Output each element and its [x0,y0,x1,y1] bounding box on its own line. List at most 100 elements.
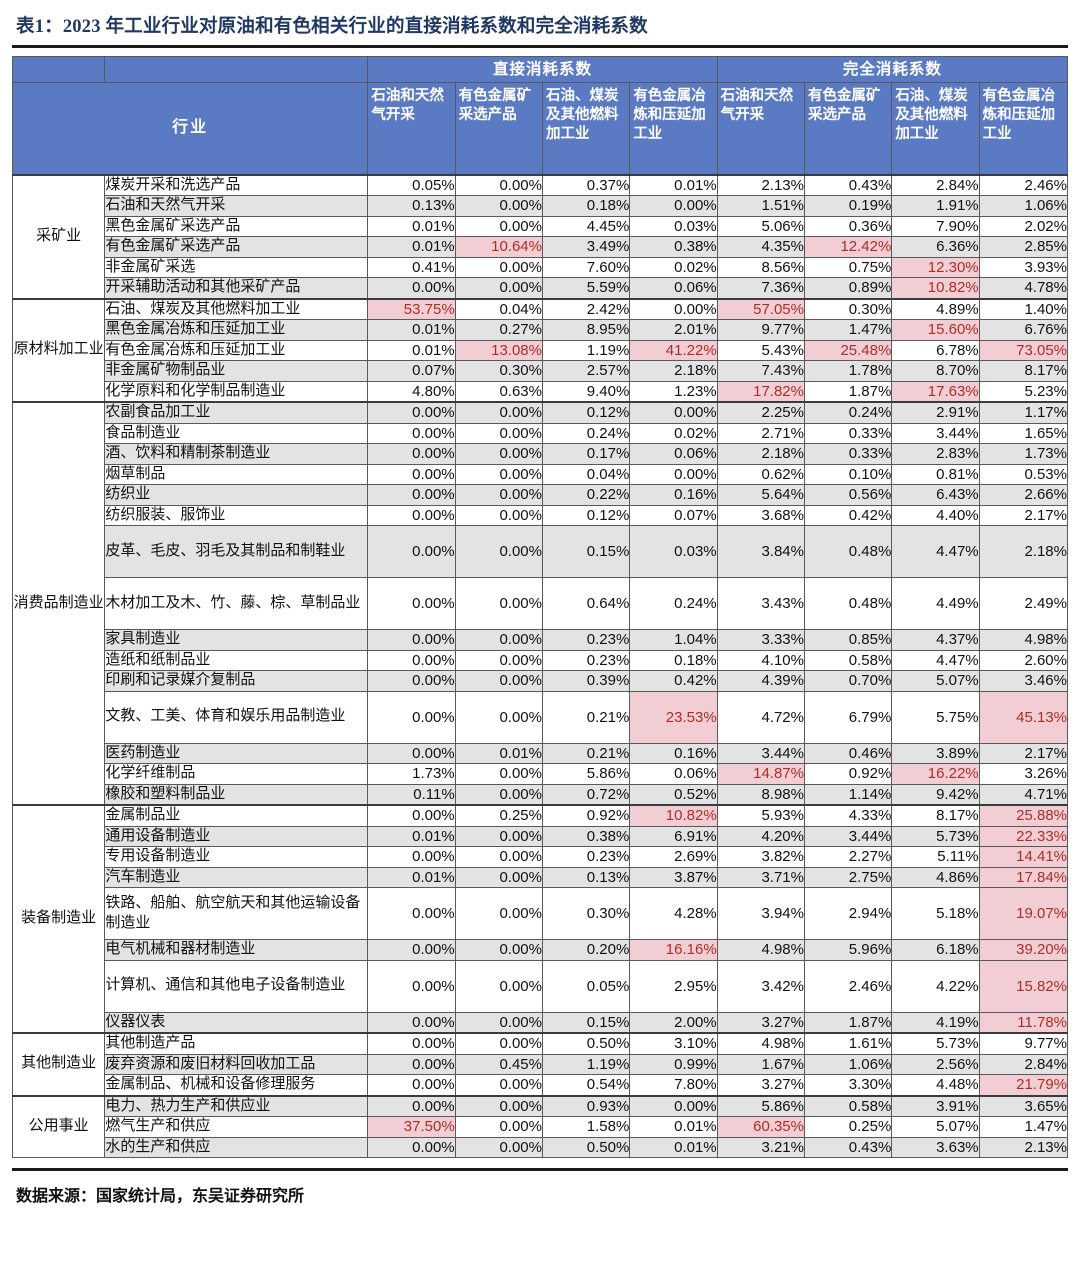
header-col-total-nonferrous-mining: 有色金属矿采选产品 [803,82,893,175]
value-cell: 1.51% [716,195,805,217]
value-cell: 3.27% [716,1074,805,1096]
value-cell: 1.04% [629,629,718,651]
value-cell-highlighted: 73.05% [978,339,1069,361]
value-cell: 0.00% [367,670,456,692]
value-cell-highlighted: 10.64% [454,236,543,258]
value-cell: 0.01% [367,825,456,847]
value-cell: 0.46% [803,742,893,764]
value-cell: 4.71% [978,783,1069,806]
value-cell: 1.47% [803,319,893,341]
industry-name-cell: 仪器仪表 [104,1011,369,1034]
value-cell-highlighted: 12.42% [803,236,893,258]
value-cell: 3.87% [629,866,718,888]
value-cell: 2.46% [978,173,1069,196]
value-cell: 0.00% [629,463,718,485]
value-cell-highlighted: 21.79% [978,1074,1069,1096]
value-cell: 3.91% [891,1094,980,1117]
value-cell-highlighted: 15.82% [978,959,1069,1013]
value-cell: 0.93% [541,1094,631,1117]
industry-name-cell: 有色金属冶炼和压延加工业 [104,339,369,361]
value-cell: 2.56% [891,1053,980,1075]
value-cell: 0.00% [454,577,543,630]
table-row: 铁路、船舶、航空航天和其他运输设备制造业 0.00% 0.00% 0.30% 4.28%… [13,887,1069,940]
value-cell: 0.00% [367,443,456,465]
value-cell: 0.00% [367,277,456,299]
value-cell: 0.00% [367,1094,456,1117]
value-cell: 4.22% [891,959,980,1013]
table-row: 公用事业 电力、热力生产和供应业 0.00% 0.00% 0.93% 0.00% 5.86%… [11,1094,1069,1158]
table-row: 消费品制造业 农副食品加工业 0.00% 0.00% 0.12% 0.00% 2.25% 0.… [11,401,1069,806]
value-cell: 0.00% [454,825,543,847]
value-cell: 0.07% [367,360,456,382]
value-cell: 0.64% [541,577,631,630]
value-cell: 4.80% [367,380,456,403]
value-cell-highlighted: 53.75% [367,297,456,320]
value-cell: 9.42% [891,783,980,806]
industry-name-cell: 医药制造业 [104,742,369,764]
value-cell: 3.27% [716,1011,805,1034]
value-cell: 5.18% [891,887,980,940]
value-cell: 4.19% [891,1011,980,1034]
value-cell: 0.12% [541,504,631,526]
value-cell-highlighted: 13.08% [454,339,543,361]
header-group-row: 直接消耗系数 完全消耗系数 [11,56,1069,83]
value-cell-highlighted: 60.35% [716,1116,805,1138]
value-cell: 2.83% [891,443,980,465]
value-cell: 8.17% [978,360,1069,382]
industry-name-cell: 废弃资源和废旧材料回收加工品 [104,1053,369,1075]
industry-name-cell: 造纸和纸制品业 [104,649,369,671]
value-cell: 3.89% [891,742,980,764]
value-cell: 0.12% [541,401,631,424]
value-cell-highlighted: 17.84% [978,866,1069,888]
value-cell: 8.70% [891,360,980,382]
value-cell: 0.00% [367,742,456,764]
value-cell: 0.00% [454,1116,543,1138]
value-cell: 3.82% [716,846,805,868]
value-cell: 1.19% [541,1053,631,1075]
value-cell: 9.40% [541,380,631,403]
value-cell: 8.98% [716,783,805,806]
value-cell-highlighted: 37.50% [367,1116,456,1138]
table-row: 化学原料和化学制品制造业 4.80% 0.63% 9.40% 1.23% 17.82% 1.… [13,380,1069,403]
value-cell: 0.00% [454,195,543,217]
value-cell: 5.86% [541,763,631,785]
category-cell: 消费品制造业 [11,401,106,806]
value-cell: 0.20% [541,939,631,961]
value-cell-highlighted: 45.13% [978,690,1069,744]
industry-name-cell: 水的生产和供应 [104,1136,369,1158]
value-cell: 0.92% [541,804,631,827]
value-cell: 0.00% [629,401,718,424]
value-cell: 2.84% [891,173,980,196]
value-cell: 8.95% [541,319,631,341]
value-cell: 0.00% [629,297,718,320]
footer-divider [12,1168,1068,1171]
value-cell: 0.02% [629,256,718,278]
value-cell: 4.86% [891,866,980,888]
value-cell: 3.26% [978,763,1069,785]
industry-name-cell: 电力、热力生产和供应业 [104,1094,369,1117]
value-cell: 2.17% [978,742,1069,764]
value-cell: 0.11% [367,783,456,806]
value-cell: 6.36% [891,236,980,258]
value-cell: 0.62% [716,463,805,485]
value-cell: 0.22% [541,484,631,506]
value-cell: 0.52% [629,783,718,806]
value-cell: 0.00% [367,484,456,506]
value-cell-highlighted: 57.05% [716,297,805,320]
value-cell: 2.69% [629,846,718,868]
value-cell: 2.18% [978,525,1069,578]
value-cell: 0.18% [541,195,631,217]
value-cell: 0.00% [454,422,543,444]
value-cell: 0.99% [629,1053,718,1075]
value-cell: 0.27% [454,319,543,341]
value-cell: 0.07% [629,504,718,526]
value-cell: 0.01% [629,1136,718,1158]
value-cell-highlighted: 17.63% [891,380,980,403]
value-cell: 4.98% [716,939,805,961]
table-row: 电气机械和器材制造业 0.00% 0.00% 0.20% 16.16% 4.98% 5.96… [13,939,1069,961]
value-cell: 0.00% [367,577,456,630]
value-cell: 4.39% [716,670,805,692]
value-cell: 6.76% [978,319,1069,341]
value-cell: 0.00% [367,463,456,485]
value-cell: 1.23% [629,380,718,403]
